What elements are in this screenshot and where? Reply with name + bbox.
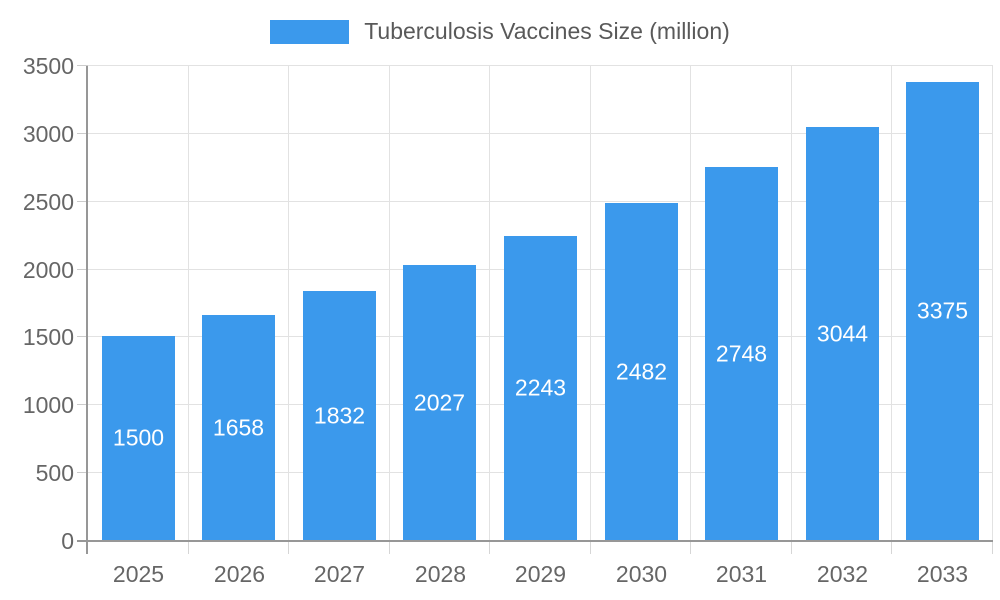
y-tick-label: 0 bbox=[61, 528, 74, 554]
v-gridline bbox=[188, 66, 189, 541]
y-tick-label: 2500 bbox=[22, 189, 74, 215]
y-tick-label: 2000 bbox=[22, 257, 74, 283]
bar-value-label: 1658 bbox=[212, 414, 265, 440]
bar-value-label: 2482 bbox=[615, 358, 668, 384]
x-tick-mark bbox=[288, 541, 289, 554]
x-tick-mark bbox=[791, 541, 792, 554]
y-tick-mark bbox=[77, 472, 88, 474]
y-tick-mark bbox=[77, 336, 88, 338]
legend-label: Tuberculosis Vaccines Size (million) bbox=[364, 18, 730, 44]
bar-value-label: 2027 bbox=[413, 389, 466, 415]
y-tick-mark bbox=[77, 200, 88, 202]
y-tick-label: 1000 bbox=[22, 392, 74, 418]
y-tick-label: 3000 bbox=[22, 121, 74, 147]
x-tick-mark bbox=[891, 541, 892, 554]
bar-2028[interactable]: 2027 bbox=[403, 265, 476, 540]
v-gridline bbox=[791, 66, 792, 541]
x-tick-label: 2028 bbox=[414, 561, 467, 587]
y-tick-mark bbox=[77, 65, 88, 67]
bar-value-label: 2243 bbox=[514, 374, 567, 401]
y-tick-label: 500 bbox=[35, 460, 74, 486]
h-gridline bbox=[88, 200, 993, 202]
bar-2027[interactable]: 1832 bbox=[303, 291, 376, 540]
x-tick-label: 2031 bbox=[715, 561, 768, 587]
x-tick-label: 2032 bbox=[816, 561, 869, 587]
plot-area: 1500 1658 1832 2027 2243 2482 2748 3044 3375 bbox=[77, 65, 993, 554]
v-gridline bbox=[891, 66, 892, 541]
x-tick-label: 2033 bbox=[916, 561, 969, 587]
x-tick-mark bbox=[590, 541, 591, 554]
bar-value-label: 1832 bbox=[313, 402, 366, 428]
h-gridline bbox=[88, 65, 993, 67]
bar-value-label: 1500 bbox=[112, 424, 165, 451]
chart-legend[interactable]: Tuberculosis Vaccines Size (million) bbox=[0, 18, 1000, 45]
v-gridline bbox=[992, 66, 993, 541]
v-gridline bbox=[288, 66, 289, 541]
bar-value-label: 3375 bbox=[916, 297, 969, 324]
x-tick-label: 2026 bbox=[213, 561, 266, 587]
bar-2025[interactable]: 1500 bbox=[102, 336, 175, 540]
bar-2032[interactable]: 3044 bbox=[806, 127, 879, 540]
bar-2026[interactable]: 1658 bbox=[202, 315, 275, 540]
x-tick-mark bbox=[389, 541, 390, 554]
bar-2031[interactable]: 2748 bbox=[705, 167, 778, 540]
bar-2030[interactable]: 2482 bbox=[605, 203, 678, 540]
bar-value-label: 2748 bbox=[715, 340, 768, 366]
v-gridline bbox=[489, 66, 490, 541]
bar-2029[interactable]: 2243 bbox=[504, 236, 577, 540]
x-tick-label: 2025 bbox=[112, 561, 165, 587]
x-tick-label: 2030 bbox=[615, 561, 668, 587]
bar-2033[interactable]: 3375 bbox=[906, 82, 979, 540]
x-tick-label: 2027 bbox=[313, 561, 366, 587]
y-tick-mark bbox=[77, 404, 88, 406]
y-tick-label: 3500 bbox=[22, 53, 74, 79]
y-tick-mark bbox=[77, 132, 88, 134]
h-gridline bbox=[88, 132, 993, 134]
y-tick-label: 1500 bbox=[22, 324, 74, 350]
y-axis-line bbox=[86, 66, 88, 554]
v-gridline bbox=[389, 66, 390, 541]
bar-value-label: 3044 bbox=[816, 320, 869, 346]
x-axis-line bbox=[77, 540, 993, 542]
y-tick-mark bbox=[77, 268, 88, 270]
x-tick-mark bbox=[188, 541, 189, 554]
x-tick-label: 2029 bbox=[514, 561, 567, 587]
x-tick-mark bbox=[690, 541, 691, 554]
x-tick-mark bbox=[489, 541, 490, 554]
legend-swatch-icon bbox=[270, 19, 350, 44]
v-gridline bbox=[590, 66, 591, 541]
v-gridline bbox=[690, 66, 691, 541]
x-tick-mark bbox=[992, 541, 993, 554]
